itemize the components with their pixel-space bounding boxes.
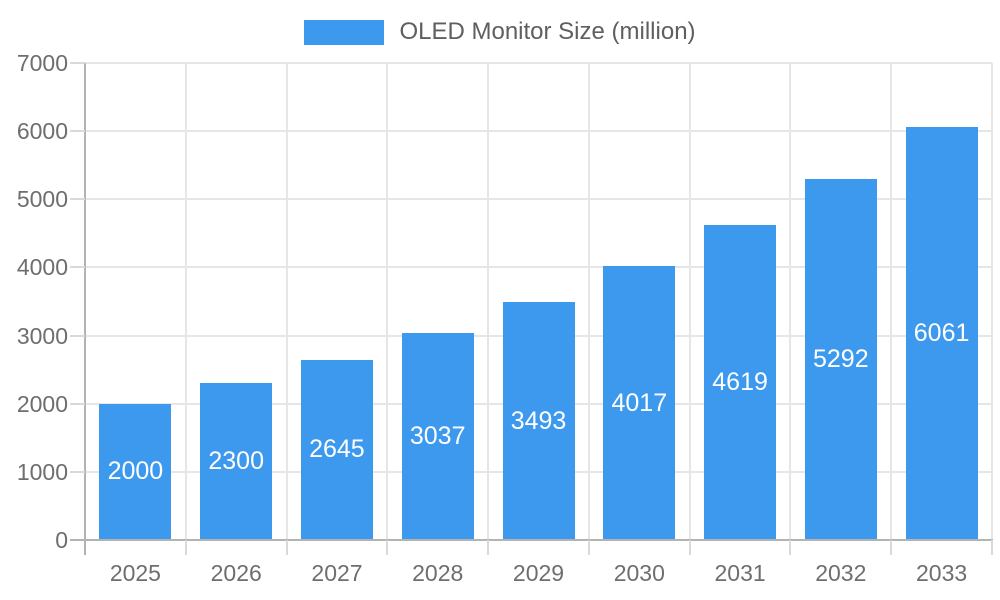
y-axis-tick — [70, 266, 85, 269]
x-axis-tick — [184, 540, 187, 555]
y-axis-tick-label: 2000 — [16, 390, 68, 417]
bar-2027[interactable]: 2645 — [300, 359, 373, 540]
bar-value-label: 2300 — [208, 447, 264, 476]
v-gridline — [285, 63, 288, 540]
bar-2026[interactable]: 2300 — [200, 383, 273, 540]
x-axis-tick-label: 2026 — [210, 560, 262, 586]
h-gridline — [85, 266, 992, 269]
y-axis-tick — [70, 198, 85, 201]
h-gridline — [85, 198, 992, 201]
x-axis-tick — [991, 540, 993, 555]
v-gridline — [789, 63, 792, 540]
v-gridline — [890, 63, 893, 540]
bar-2028[interactable]: 3037 — [401, 333, 474, 540]
h-gridline — [85, 130, 992, 133]
bar-value-label: 4017 — [611, 388, 668, 417]
y-axis-tick-label: 3000 — [16, 322, 68, 349]
bar-2031[interactable]: 4619 — [704, 225, 777, 540]
v-gridline — [184, 63, 187, 540]
bar-2029[interactable]: 3493 — [502, 302, 575, 540]
bar-value-label: 5292 — [812, 345, 869, 374]
y-axis-tick — [70, 470, 85, 473]
plot-area: 2000 2300 2645 3037 3493 4017 4619 5292 6061 — [85, 62, 993, 540]
x-axis-tick — [890, 540, 893, 555]
x-axis-tick-label: 2029 — [512, 560, 565, 586]
legend-label: OLED Monitor Size (million) — [399, 18, 696, 45]
y-axis-tick — [70, 62, 85, 64]
x-axis-tick-label: 2027 — [311, 560, 363, 586]
x-axis-tick — [285, 540, 288, 555]
x-axis-tick — [789, 540, 792, 555]
bar-2032[interactable]: 5292 — [804, 179, 877, 540]
x-axis-tick — [587, 540, 590, 555]
v-gridline — [386, 63, 389, 540]
y-axis-tick — [70, 130, 85, 133]
legend-item-oled-monitor-size[interactable]: OLED Monitor Size (million) — [304, 18, 696, 46]
x-axis-tick-label: 2033 — [916, 560, 968, 586]
v-gridline — [487, 63, 490, 540]
y-axis-tick-label: 7000 — [16, 50, 68, 76]
bar-value-label: 3493 — [510, 406, 567, 435]
bar-2025[interactable]: 2000 — [99, 403, 172, 540]
y-axis-tick-label: 1000 — [16, 458, 68, 485]
y-axis-tick-label: 4000 — [16, 254, 68, 281]
bar-value-label: 2000 — [107, 457, 164, 486]
y-axis-line — [84, 63, 86, 555]
v-gridline — [991, 63, 993, 540]
x-axis-tick-label: 2030 — [613, 560, 665, 586]
x-axis-tick-label: 2025 — [109, 560, 161, 586]
y-axis-tick-label: 6000 — [16, 118, 68, 145]
y-axis-tick — [70, 334, 85, 337]
h-gridline — [85, 62, 992, 64]
x-axis-tick-label: 2028 — [412, 560, 464, 586]
x-axis-tick-label: 2031 — [714, 560, 766, 586]
x-axis-tick-label: 2032 — [815, 560, 867, 586]
bar-value-label: 2645 — [309, 435, 365, 464]
bar-2033[interactable]: 6061 — [905, 127, 978, 540]
bar-value-label: 6061 — [913, 319, 970, 347]
x-axis-tick — [487, 540, 490, 555]
y-axis-tick — [70, 402, 85, 405]
y-axis-tick-label: 0 — [55, 527, 68, 553]
legend: OLED Monitor Size (million) — [0, 18, 1000, 46]
x-axis-tick — [688, 540, 691, 555]
v-gridline — [688, 63, 691, 540]
y-axis-tick-label: 5000 — [16, 186, 68, 213]
bar-value-label: 3037 — [409, 422, 466, 451]
bar-2030[interactable]: 4017 — [603, 266, 676, 540]
bar-value-label: 4619 — [712, 368, 768, 397]
x-axis-tick — [386, 540, 389, 555]
v-gridline — [587, 63, 590, 540]
legend-swatch — [304, 19, 385, 45]
x-axis-baseline — [70, 539, 993, 541]
